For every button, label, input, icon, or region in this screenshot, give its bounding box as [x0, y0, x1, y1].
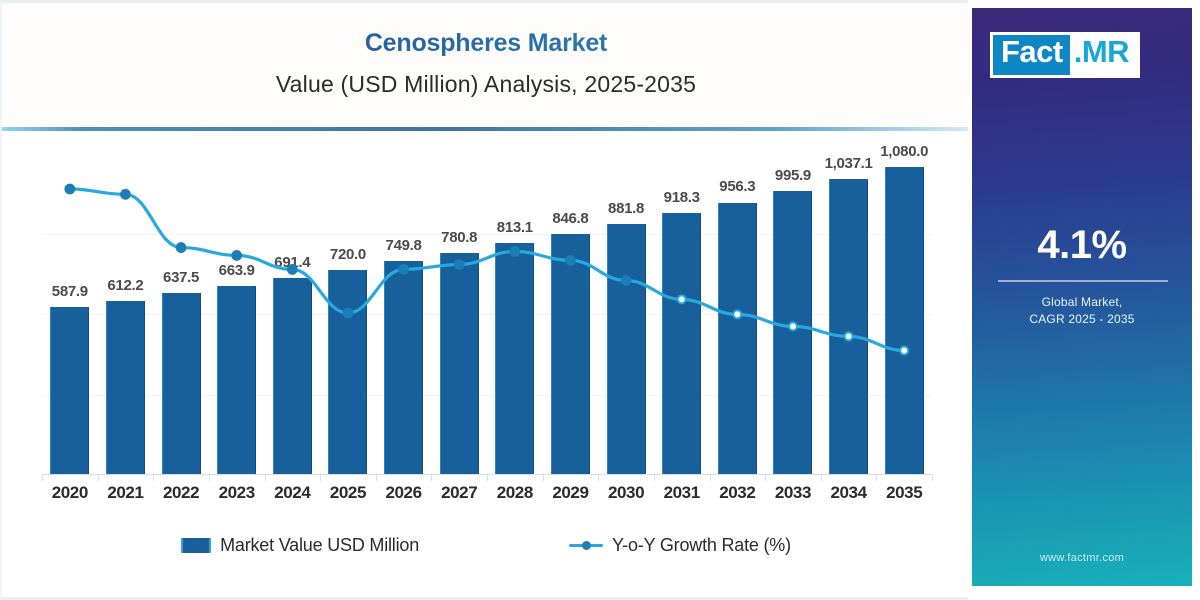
bar[interactable]: [161, 293, 201, 475]
x-axis-line: [42, 474, 932, 475]
line-marker-icon: [569, 538, 604, 553]
x-axis-label: 2035: [886, 483, 923, 502]
page-title: Cenospheres Market: [2, 29, 970, 58]
page-subtitle: Value (USD Million) Analysis, 2025-2035: [275, 71, 697, 97]
x-tick: [598, 475, 600, 481]
x-tick: [431, 475, 433, 481]
x-tick: [487, 475, 488, 481]
logo-text-fact: Fact: [993, 35, 1070, 75]
x-tick: [42, 475, 43, 481]
gridline: [42, 394, 932, 396]
x-axis-label: 2033: [774, 483, 812, 502]
legend-label-bar: Market Value USD Million: [220, 534, 420, 555]
x-tick: [876, 475, 878, 481]
bar[interactable]: [606, 223, 646, 475]
x-tick: [820, 475, 822, 481]
bar-value-label: 1,080.0: [880, 143, 929, 161]
bar[interactable]: [773, 191, 813, 475]
x-tick: [264, 475, 266, 481]
bar[interactable]: [328, 269, 368, 475]
x-tick: [320, 475, 322, 481]
legend-label-line: Y-o-Y Growth Rate (%): [612, 534, 791, 555]
x-tick: [709, 475, 711, 481]
bar[interactable]: [272, 277, 312, 475]
x-axis-label: 2028: [496, 483, 534, 502]
x-tick: [542, 475, 544, 481]
x-axis-label: 2029: [552, 483, 589, 502]
x-tick: [153, 475, 155, 481]
cagr-caption-line-0: Global Market,: [1041, 295, 1123, 309]
bar[interactable]: [439, 252, 479, 475]
x-axis-label: 2023: [218, 483, 256, 502]
x-axis-label: 2020: [51, 483, 89, 502]
chart-legend: Market Value USD Million Y-o-Y Growth Ra…: [2, 530, 970, 560]
x-axis-label: 2032: [719, 483, 756, 502]
bar-swatch-icon: [181, 537, 212, 553]
x-tick: [932, 475, 933, 481]
x-axis-label: 2025: [329, 483, 367, 502]
x-axis-label: 2030: [607, 483, 645, 502]
x-axis-label: 2021: [107, 483, 144, 502]
bar[interactable]: [662, 213, 702, 475]
bar[interactable]: [884, 167, 924, 475]
x-axis-label: 2027: [441, 483, 478, 502]
x-tick: [765, 475, 767, 481]
x-tick: [375, 475, 377, 481]
x-axis-label: 2031: [663, 483, 701, 502]
brand-panel: Fact .MR 4.1% Global Market, CAGR 2025 - …: [968, 0, 1200, 600]
x-tick: [653, 475, 655, 481]
chart-panel: Cenospheres Market Value (USD Million) A…: [0, 0, 970, 600]
cagr-value: 4.1%: [1037, 223, 1127, 267]
bar[interactable]: [50, 307, 90, 475]
cagr-caption-line-1: CAGR 2025 - 2035: [1029, 312, 1135, 326]
bar[interactable]: [105, 300, 145, 475]
x-tick: [208, 475, 210, 481]
bar[interactable]: [384, 261, 424, 475]
plot-area: 587.9 612.2 637.5 663.9 691.4 720.0 749.8 780.8…: [42, 143, 933, 481]
brand-website: www.factmr.com: [1039, 552, 1125, 564]
cagr-divider: [998, 280, 1168, 282]
bar[interactable]: [550, 233, 590, 475]
cagr-caption: Global Market, CAGR 2025 - 2035: [972, 294, 1192, 328]
logo-text-mr: .MR: [1069, 35, 1138, 75]
bar[interactable]: [495, 243, 535, 475]
legend-item-bar[interactable]: Market Value USD Million: [181, 535, 419, 556]
header-divider: [2, 127, 970, 131]
x-axis-label: 2024: [274, 483, 311, 502]
x-axis-labels: 2020 2021 2022 2023 2024 2025 2026 2027 2028 2029…: [42, 483, 932, 509]
x-axis-label: 2034: [830, 483, 867, 502]
bar[interactable]: [717, 202, 757, 475]
legend-item-line[interactable]: Y-o-Y Growth Rate (%): [569, 535, 791, 556]
bar[interactable]: [829, 179, 869, 475]
x-tick: [97, 475, 99, 481]
factmr-logo[interactable]: Fact .MR: [990, 32, 1141, 78]
bar[interactable]: [217, 285, 257, 475]
x-axis-label: 2026: [385, 483, 422, 502]
bar-value-label: 1,037.1: [824, 155, 873, 173]
x-axis-label: 2022: [162, 483, 200, 502]
bar-series: 587.9 612.2 637.5 663.9 691.4 720.0 749.8 780.8…: [42, 143, 932, 475]
chart-header: Cenospheres Market Value (USD Million) A…: [2, 3, 970, 129]
bar-value-label: 995.9: [774, 167, 811, 185]
brand-gradient: Fact .MR 4.1% Global Market, CAGR 2025 - …: [972, 8, 1192, 586]
